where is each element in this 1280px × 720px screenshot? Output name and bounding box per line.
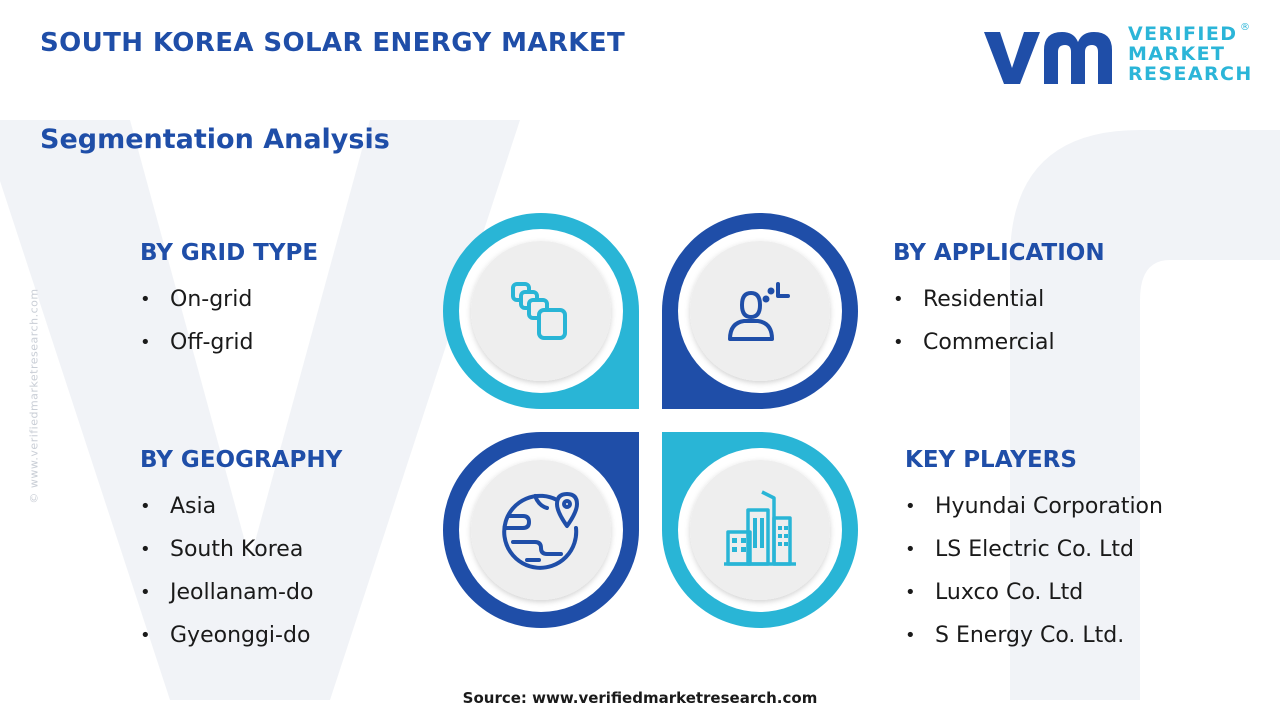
segment-title: KEY PLAYERS — [905, 447, 1077, 473]
list-item: • Commercial — [893, 321, 1105, 364]
quadrant-application — [662, 213, 858, 409]
bullet: • — [905, 582, 916, 603]
logo-line-market: MARKET — [1128, 43, 1226, 65]
bullet: • — [140, 496, 151, 517]
bullet: • — [905, 539, 916, 560]
segment-list: • Residential • Commercial — [893, 278, 1105, 364]
list-item: • Luxco Co. Ltd — [905, 571, 1163, 614]
item-label: Commercial — [923, 330, 1055, 355]
registered-mark: ® — [1240, 22, 1250, 33]
item-label: S Energy Co. Ltd. — [935, 623, 1125, 648]
page-subtitle: Segmentation Analysis — [40, 124, 390, 155]
source-note: Source: www.verifiedmarketresearch.com — [462, 689, 818, 707]
segment-list: • On-grid • Off-grid — [140, 278, 318, 364]
list-item: • Residential — [893, 278, 1105, 321]
segment-title: BY GEOGRAPHY — [140, 447, 343, 473]
item-label: Gyeonggi-do — [170, 623, 311, 648]
segment-title: BY APPLICATION — [893, 240, 1105, 266]
bullet: • — [140, 539, 151, 560]
bullet: • — [905, 625, 916, 646]
segment-grid-type: BY GRID TYPE • On-grid • Off-grid — [140, 240, 318, 364]
list-item: • Asia — [140, 485, 342, 528]
list-item: • South Korea — [140, 528, 342, 571]
buildings-icon — [724, 490, 796, 566]
side-watermark: © www.verifiedmarketresearch.com — [27, 288, 41, 504]
item-label: Hyundai Corporation — [935, 494, 1163, 519]
globe-location-icon — [502, 492, 579, 570]
bullet: • — [140, 289, 151, 310]
stacked-blocks-icon — [511, 282, 567, 340]
page-title: SOUTH KOREA SOLAR ENERGY MARKET — [40, 28, 626, 58]
vmr-logo-mark — [984, 32, 1112, 84]
list-item: • Off-grid — [140, 321, 318, 364]
item-label: LS Electric Co. Ltd — [935, 537, 1134, 562]
bullet: • — [140, 625, 151, 646]
company-logo: VERIFIED MARKET RESEARCH ® — [982, 22, 1254, 90]
list-item: • Hyundai Corporation — [905, 485, 1163, 528]
bullet: • — [140, 582, 151, 603]
item-label: Residential — [923, 287, 1045, 312]
list-item: • On-grid — [140, 278, 318, 321]
segment-application: BY APPLICATION • Residential • Commercial — [893, 240, 1105, 364]
segment-title: BY GRID TYPE — [140, 240, 319, 266]
segment-geography: BY GEOGRAPHY • Asia • South Korea • Jeollan… — [140, 447, 342, 657]
segment-key-players: KEY PLAYERS • Hyundai Corporation • LS Ele… — [905, 447, 1163, 657]
logo-line-verified: VERIFIED — [1128, 23, 1238, 45]
quadrant-grid-type — [443, 213, 639, 409]
bullet: • — [893, 332, 904, 353]
item-label: Luxco Co. Ltd — [935, 580, 1084, 605]
segment-list: • Hyundai Corporation • LS Electric Co. Lt… — [905, 485, 1163, 657]
bullet: • — [140, 332, 151, 353]
item-label: On-grid — [170, 287, 253, 312]
bullet: • — [893, 289, 904, 310]
segment-list: • Asia • South Korea • Jeollanam-do • Gyeong… — [140, 485, 342, 657]
item-label: Jeollanam-do — [170, 580, 314, 605]
list-item: • LS Electric Co. Ltd — [905, 528, 1163, 571]
logo-line-research: RESEARCH — [1128, 63, 1253, 85]
list-item: • Gyeonggi-do — [140, 614, 342, 657]
list-item: • Jeollanam-do — [140, 571, 342, 614]
item-label: Asia — [170, 494, 217, 519]
logo-wordmark: VERIFIED MARKET RESEARCH — [1128, 24, 1253, 84]
list-item: • S Energy Co. Ltd. — [905, 614, 1163, 657]
bullet: • — [905, 496, 916, 517]
item-label: South Korea — [170, 537, 304, 562]
quadrant-key-players — [662, 432, 858, 628]
quadrant-geography — [443, 432, 639, 628]
person-target-icon — [728, 282, 790, 341]
item-label: Off-grid — [170, 330, 254, 355]
